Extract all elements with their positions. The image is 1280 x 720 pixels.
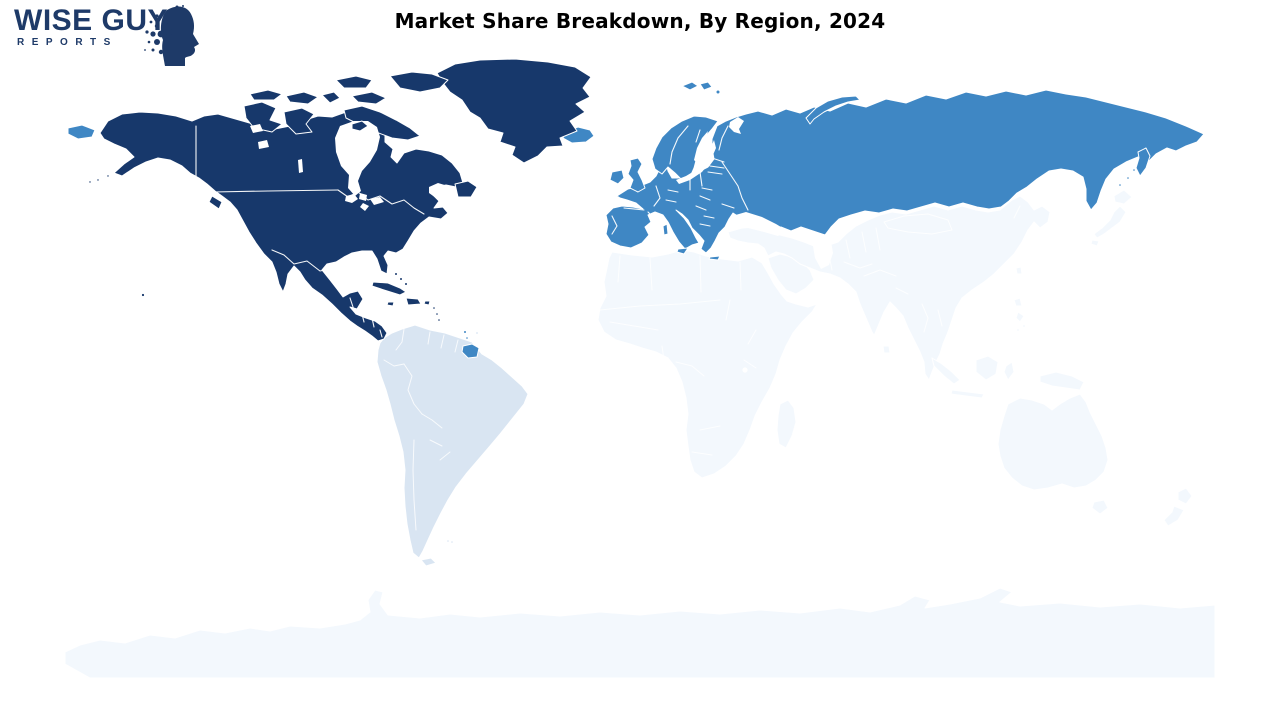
logo-text: WISE GUY REPORTS xyxy=(14,4,204,49)
region-europe xyxy=(67,81,1205,359)
vancouver-island xyxy=(208,195,223,210)
asia xyxy=(727,195,1051,381)
sicily xyxy=(676,247,689,255)
south-america xyxy=(376,324,529,559)
japan-honshu xyxy=(1093,205,1127,239)
great-britain xyxy=(627,157,646,193)
white-sea xyxy=(729,117,744,134)
ocean-overlays xyxy=(250,117,833,373)
north-america-mainland xyxy=(99,109,464,342)
sumatra xyxy=(931,357,961,385)
sri-lanka xyxy=(882,345,891,354)
ireland xyxy=(609,169,625,185)
caspian-sea xyxy=(813,234,833,269)
gulf-of-bothnia xyxy=(694,131,708,163)
borneo xyxy=(975,355,999,381)
new-zealand-south xyxy=(1163,505,1185,527)
country-borders-light-regions xyxy=(383,205,1021,531)
new-zealand-north xyxy=(1177,487,1193,505)
novaya-zemlya xyxy=(805,95,861,125)
baltic-sea xyxy=(676,140,716,184)
sakhalin xyxy=(1135,147,1151,177)
africa xyxy=(597,249,818,479)
australia xyxy=(997,393,1109,491)
gulf-st-lawrence xyxy=(429,183,452,198)
japan-kyushu xyxy=(1090,239,1100,247)
logo-wordmark: WISE GUY xyxy=(14,4,169,37)
crete xyxy=(708,255,721,261)
region-north-america-islands xyxy=(351,120,478,198)
logo: WISE GUY REPORTS xyxy=(14,4,204,68)
region-south-america xyxy=(376,324,529,567)
new-guinea xyxy=(1039,371,1085,391)
hispaniola xyxy=(405,297,422,306)
sulawesi xyxy=(1003,361,1015,381)
region-north-america xyxy=(88,58,592,342)
southampton-island xyxy=(351,120,369,132)
newfoundland xyxy=(454,180,478,198)
logo-reports: REPORTS xyxy=(17,37,118,48)
java xyxy=(950,389,985,399)
tierra-del-fuego xyxy=(420,557,437,567)
jamaica xyxy=(386,301,395,307)
puerto-rico xyxy=(423,300,431,306)
taiwan xyxy=(1015,266,1023,275)
black-sea xyxy=(732,212,786,236)
madagascar xyxy=(776,399,797,449)
antarctica xyxy=(64,587,1216,679)
greenland xyxy=(436,58,592,164)
corsica-sardinia xyxy=(662,223,669,236)
chukotka-west-edge xyxy=(67,124,96,140)
hudson-bay xyxy=(335,121,380,196)
japan-hokkaido xyxy=(1113,189,1133,205)
europe-russia-mainland xyxy=(605,89,1205,254)
chart-title: Market Share Breakdown, By Region, 2024 xyxy=(394,9,886,33)
tasmania xyxy=(1091,499,1109,515)
country-borders xyxy=(195,125,749,338)
region-rest-of-world xyxy=(64,189,1216,679)
french-guiana xyxy=(461,343,480,359)
hawaii xyxy=(140,292,146,298)
cuba xyxy=(371,281,407,296)
logo-head-icon xyxy=(142,5,199,66)
